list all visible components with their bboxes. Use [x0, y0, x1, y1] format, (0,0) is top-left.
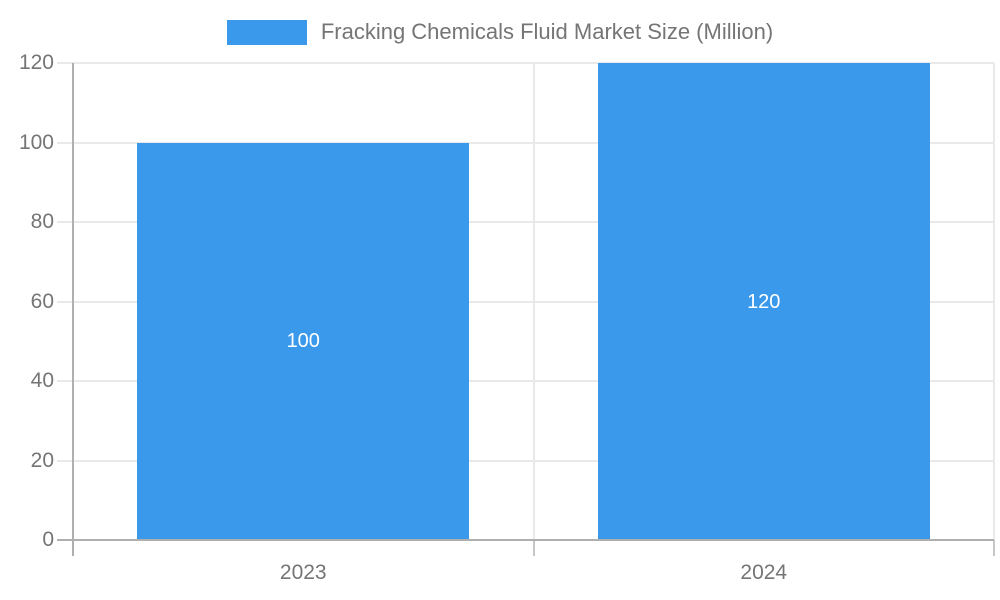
x-tick-mark [532, 540, 535, 556]
y-tick-mark [57, 300, 73, 303]
y-tick-mark [57, 141, 73, 144]
y-tick-label: 60 [30, 289, 54, 313]
legend-swatch [226, 19, 307, 45]
gridline-v [532, 63, 535, 540]
x-tick-label: 2024 [740, 561, 788, 584]
x-axis-line [57, 539, 994, 541]
x-tick-label: 2023 [279, 561, 327, 584]
y-tick-mark [57, 221, 73, 223]
legend-label: Fracking Chemicals Fluid Market Size (Mi… [320, 19, 774, 44]
y-tick-label: 0 [42, 528, 54, 551]
y-tick-label: 20 [30, 448, 54, 472]
bar-2023[interactable] [137, 142, 470, 540]
y-axis-line [72, 63, 74, 540]
y-tick-label: 120 [18, 51, 54, 74]
bar-value-label: 120 [747, 290, 781, 313]
bar-value-label: 100 [286, 330, 320, 353]
x-tick-mark [993, 540, 995, 556]
y-tick-label: 80 [30, 210, 54, 233]
y-tick-mark [57, 380, 73, 382]
y-tick-mark [57, 62, 73, 64]
y-tick-label: 100 [18, 130, 54, 154]
legend[interactable]: Fracking Chemicals Fluid Market Size (Mi… [0, 12, 1000, 52]
y-tick-label: 40 [30, 369, 54, 392]
y-tick-mark [57, 459, 73, 462]
gridline-v [993, 63, 995, 540]
x-tick-mark [72, 540, 74, 556]
bar-2024[interactable] [597, 63, 930, 540]
